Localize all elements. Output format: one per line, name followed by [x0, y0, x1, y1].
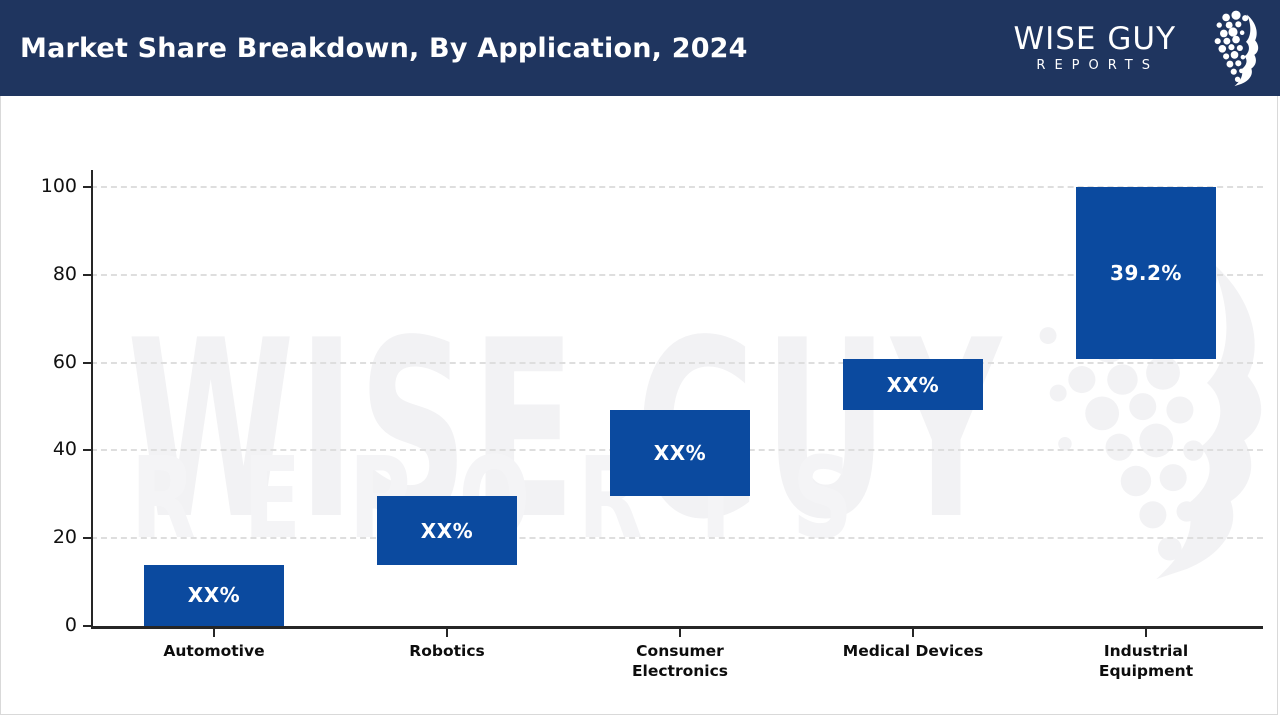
bar-value-label: XX% — [886, 372, 940, 397]
bar-automotive: XX% — [144, 564, 284, 626]
category-label: Medical Devices — [842, 642, 984, 660]
category-label: Automotive — [163, 642, 265, 660]
watermark-wordmark: WISE GUY — [127, 288, 1005, 573]
bar-value-label: XX% — [653, 441, 707, 466]
x-tick-mark — [213, 629, 215, 637]
bar-value-label: XX% — [420, 518, 474, 543]
y-tick-mark — [83, 625, 91, 627]
category-label: Industrial Equipment — [1098, 642, 1194, 681]
chart-card: WISE GUY REPORTS 020406080100XX%Automoti… — [0, 96, 1278, 715]
ytick-label: 80 — [52, 262, 77, 285]
wise-guy-logo: WISE GUY REPORTS — [1013, 7, 1280, 89]
bar-consumer-electronics: XX% — [610, 410, 750, 497]
gridline-100 — [91, 186, 1263, 188]
logo-head-icon — [1214, 10, 1259, 87]
waterfall-chart: 0 20 40 60 80 100 XX% Automotive XX% Robotics XX% C… — [1, 96, 1279, 714]
ytick-label: 100 — [40, 175, 77, 197]
x-axis — [91, 626, 1263, 629]
x-tick-mark — [1145, 629, 1147, 637]
logo-subtitle: REPORTS — [1036, 58, 1160, 73]
bar-industrial-equipment: 39.2% — [1076, 187, 1216, 360]
y-tick-mark — [83, 186, 91, 188]
logo-wordmark: WISE GUY — [1013, 21, 1176, 57]
gridline-20 — [91, 537, 1263, 540]
x-tick-mark — [446, 629, 448, 637]
y-axis — [91, 170, 93, 628]
y-tick-mark — [83, 361, 91, 364]
y-tick-mark — [83, 449, 91, 452]
ytick-label: 0 — [64, 614, 77, 636]
x-tick-mark — [912, 629, 914, 637]
gridline-60 — [91, 361, 1263, 364]
ytick-label: 60 — [52, 350, 77, 373]
logo-text: WISE GUY REPORTS — [1013, 21, 1176, 73]
ytick-label: 40 — [52, 438, 77, 461]
gridline-80 — [91, 273, 1263, 276]
category-label: Robotics — [409, 642, 485, 660]
x-tick-mark — [679, 629, 681, 637]
y-tick-mark — [83, 537, 91, 540]
category-label: Consumer Electronics — [631, 642, 729, 681]
bar-medical-devices: XX% — [843, 359, 983, 410]
page-title: Market Share Breakdown, By Application, … — [20, 32, 748, 64]
bar-value-label: 39.2% — [1110, 261, 1182, 286]
header-banner: Market Share Breakdown, By Application, … — [0, 0, 1280, 96]
bar-value-label: XX% — [187, 583, 241, 608]
bar-robotics: XX% — [377, 496, 517, 565]
ytick-label: 20 — [52, 526, 77, 549]
y-tick-mark — [83, 273, 91, 276]
